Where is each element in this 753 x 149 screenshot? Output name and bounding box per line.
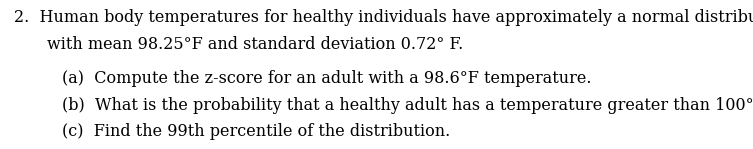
Text: (a)  Compute the z-score for an adult with a 98.6°F temperature.: (a) Compute the z-score for an adult wit… [62,70,591,87]
Text: (b)  What is the probability that a healthy adult has a temperature greater than: (b) What is the probability that a healt… [62,97,753,114]
Text: 2.  Human body temperatures for healthy individuals have approximately a normal : 2. Human body temperatures for healthy i… [14,9,753,26]
Text: with mean 98.25°F and standard deviation 0.72° F.: with mean 98.25°F and standard deviation… [47,36,464,53]
Text: (c)  Find the 99th percentile of the distribution.: (c) Find the 99th percentile of the dist… [62,123,450,140]
